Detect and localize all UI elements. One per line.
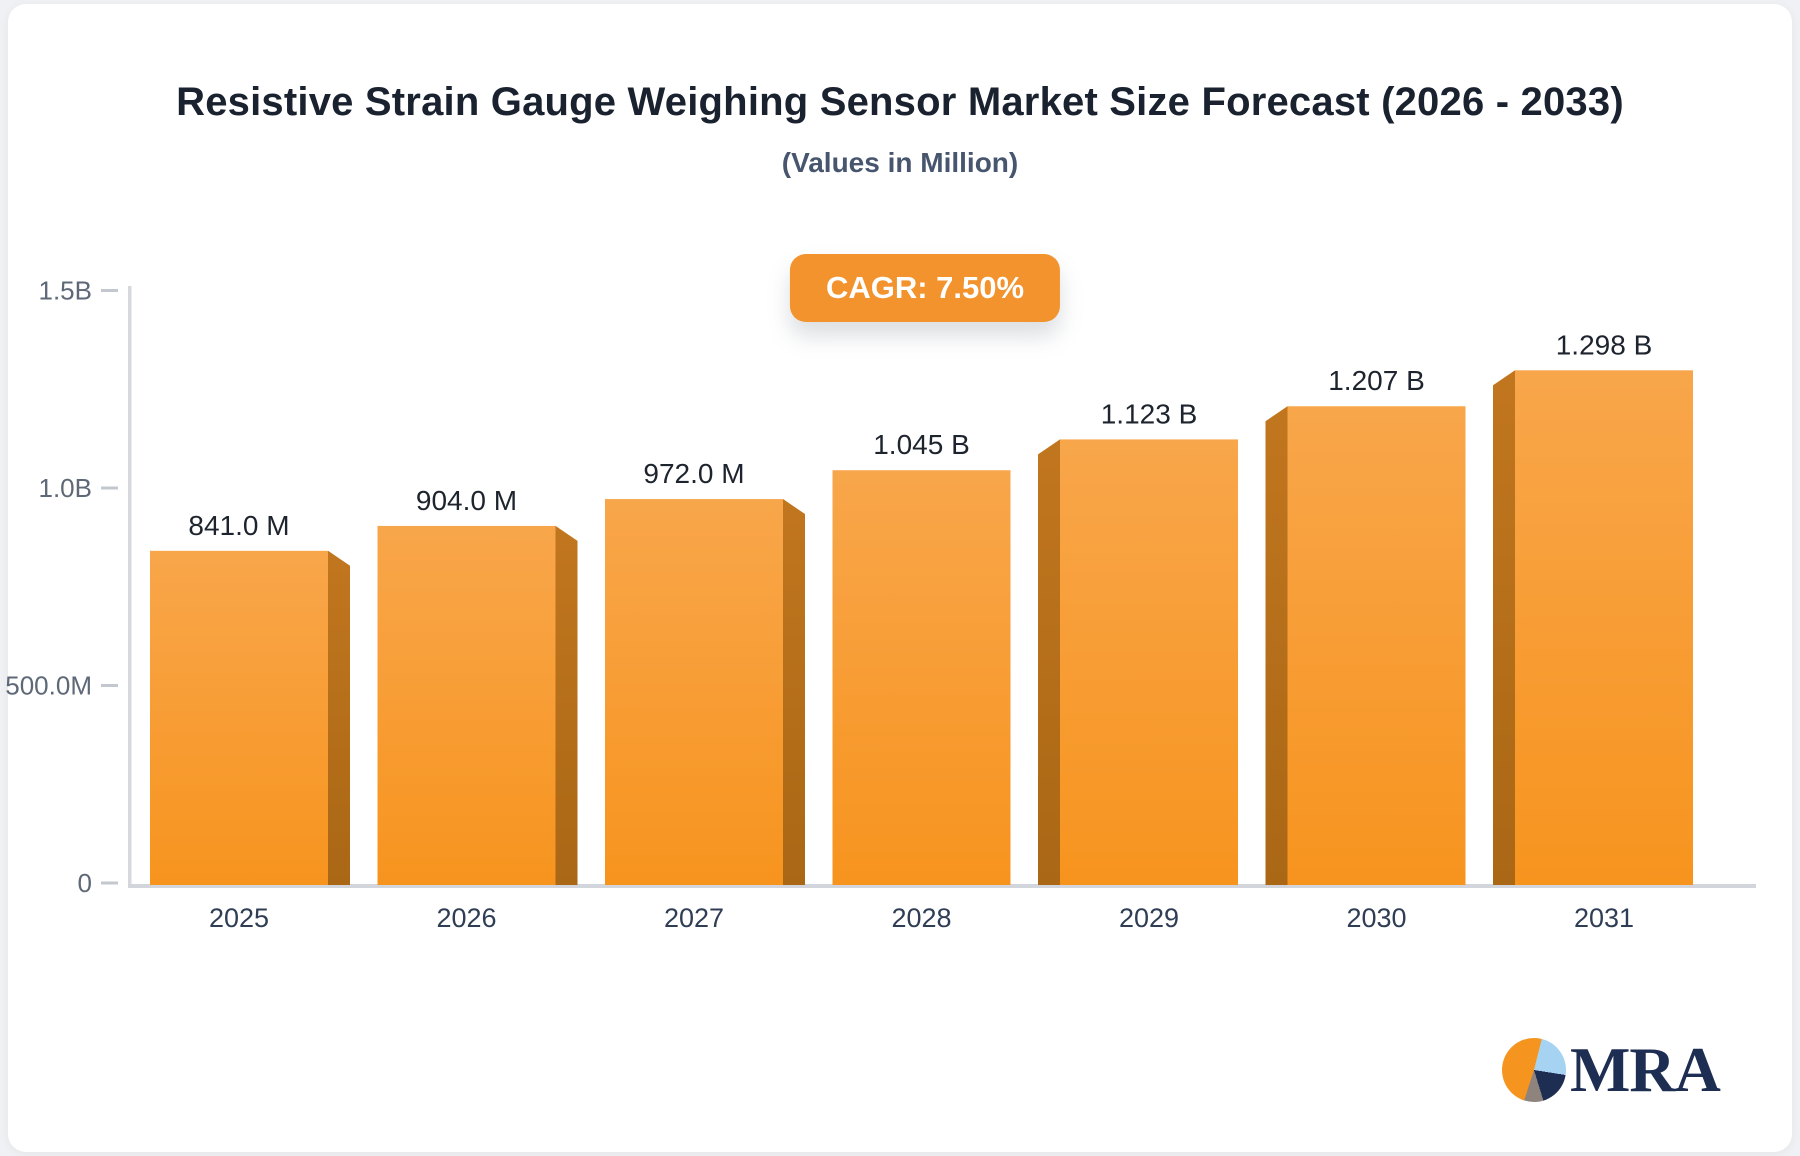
bar-face <box>1287 406 1466 885</box>
bar-face <box>150 550 328 885</box>
chart-subtitle: (Values in Million) <box>781 147 1019 178</box>
bar-group-2027: 972.0 M 2027 <box>605 458 805 933</box>
y-tick-mark <box>101 684 118 687</box>
chart-title: Resistive Strain Gauge Weighing Sensor M… <box>176 80 1624 124</box>
x-axis-label: 2025 <box>209 903 269 933</box>
bar-group-2026: 904.0 M 2026 <box>377 485 578 933</box>
bar-value-label: 1.045 B <box>873 429 970 460</box>
bar-side-3d <box>555 525 578 885</box>
bar-face <box>1515 370 1693 885</box>
x-axis-label: 2028 <box>891 903 951 933</box>
logo-text: MRA <box>1570 1034 1721 1105</box>
x-axis-label: 2026 <box>436 903 496 933</box>
x-axis-label: 2031 <box>1574 903 1634 933</box>
y-tick-mark <box>101 289 118 292</box>
y-tick-mark <box>101 486 118 490</box>
y-axis-line <box>128 286 132 885</box>
cagr-badge: CAGR: 7.50% <box>789 254 1061 322</box>
y-tick-mark <box>101 881 118 885</box>
x-axis-line <box>128 884 1756 888</box>
bar-group-2029: 1.123 B 2029 <box>1038 398 1238 933</box>
x-axis-label: 2027 <box>664 903 724 933</box>
x-axis-label: 2030 <box>1346 903 1406 933</box>
bar-side-3d <box>783 499 805 885</box>
bar-group-2030: 1.207 B 2030 <box>1265 365 1466 933</box>
bar-face <box>377 525 556 885</box>
x-axis-label: 2029 <box>1119 903 1179 933</box>
bar-value-label: 1.298 B <box>1556 329 1653 360</box>
bar-face <box>1060 439 1238 885</box>
bar-value-label: 904.0 M <box>416 485 517 516</box>
y-tick-label: 500.0M <box>5 671 92 701</box>
bar-value-label: 1.123 B <box>1101 398 1198 429</box>
logo-pie-icon <box>1502 1038 1566 1102</box>
logo: MRA <box>1502 1030 1721 1110</box>
y-tick-label: 0 <box>78 868 92 898</box>
bar-face <box>832 470 1011 885</box>
bar-group-2028: 1.045 B 2028 <box>832 429 1011 933</box>
bar-group-2031: 1.298 B 2031 <box>1493 329 1693 933</box>
bar-value-label: 1.207 B <box>1328 365 1425 396</box>
bar-value-label: 841.0 M <box>188 510 289 541</box>
bar-side-3d <box>1038 439 1060 885</box>
bar-side-3d <box>328 550 350 885</box>
y-tick-label: 1.0B <box>39 473 93 503</box>
bar-side-3d <box>1493 370 1515 885</box>
bar-group-2025: 841.0 M 2025 <box>150 510 350 933</box>
bar-face <box>605 499 783 885</box>
bar-side-3d <box>1265 406 1288 885</box>
y-tick-label: 1.5B <box>39 276 93 306</box>
bar-value-label: 972.0 M <box>643 458 744 489</box>
